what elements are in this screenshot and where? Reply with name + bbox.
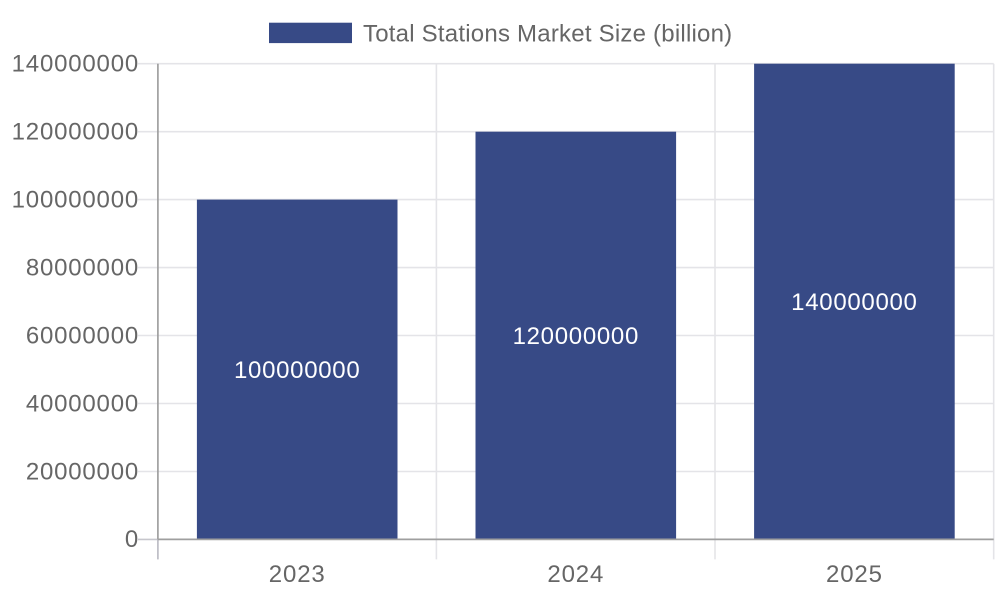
svg-text:120000000: 120000000 <box>513 323 639 350</box>
svg-text:100000000: 100000000 <box>12 186 139 213</box>
svg-text:140000000: 140000000 <box>12 51 139 78</box>
svg-text:100000000: 100000000 <box>234 357 360 384</box>
svg-text:80000000: 80000000 <box>26 254 139 281</box>
svg-text:120000000: 120000000 <box>12 119 139 146</box>
svg-text:40000000: 40000000 <box>26 390 139 417</box>
svg-text:60000000: 60000000 <box>26 322 139 349</box>
svg-text:140000000: 140000000 <box>791 289 917 316</box>
svg-text:2024: 2024 <box>547 561 604 588</box>
svg-text:Total Stations Market Size (bi: Total Stations Market Size (billion) <box>363 21 732 48</box>
svg-text:2025: 2025 <box>826 561 883 588</box>
svg-text:0: 0 <box>125 526 139 553</box>
svg-text:20000000: 20000000 <box>26 458 139 485</box>
svg-text:2023: 2023 <box>269 561 326 588</box>
